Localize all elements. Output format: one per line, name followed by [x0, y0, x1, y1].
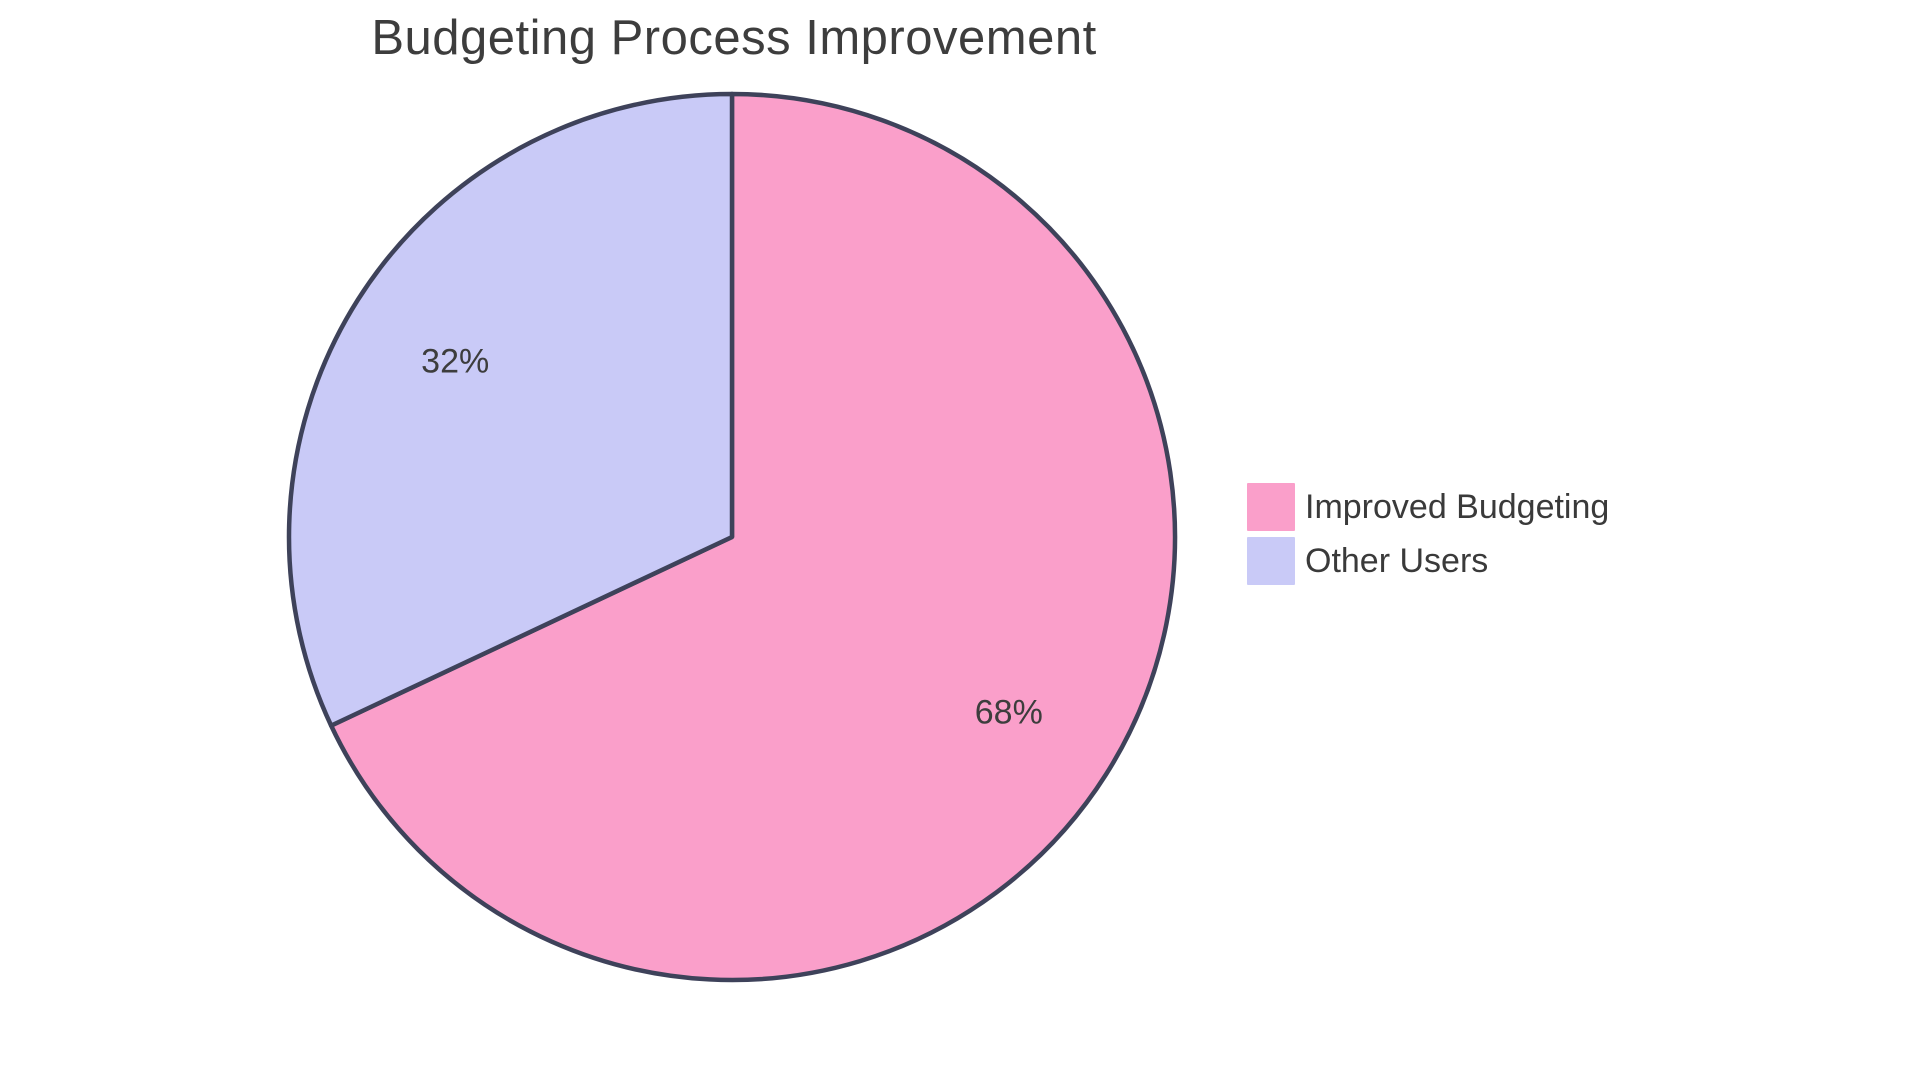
pie-slice-other-users — [286, 91, 735, 728]
legend-item-other-users: Other Users — [1247, 537, 1609, 585]
legend-swatch-improved-budgeting — [1247, 483, 1295, 531]
pie-slice-percent-label: 32% — [421, 342, 489, 380]
pie-slice-improved-budgeting — [328, 91, 1178, 983]
legend-label-improved-budgeting: Improved Budgeting — [1305, 487, 1610, 526]
legend-item-improved-budgeting: Improved Budgeting — [1247, 483, 1609, 531]
pie-slice-percent-label: 68% — [975, 694, 1043, 732]
legend-swatch-other-users — [1247, 537, 1295, 585]
legend-label-other-users: Other Users — [1305, 541, 1489, 580]
chart-title: Budgeting Process Improvement — [371, 11, 1097, 65]
legend: Improved Budgeting Other Users — [1247, 483, 1609, 585]
